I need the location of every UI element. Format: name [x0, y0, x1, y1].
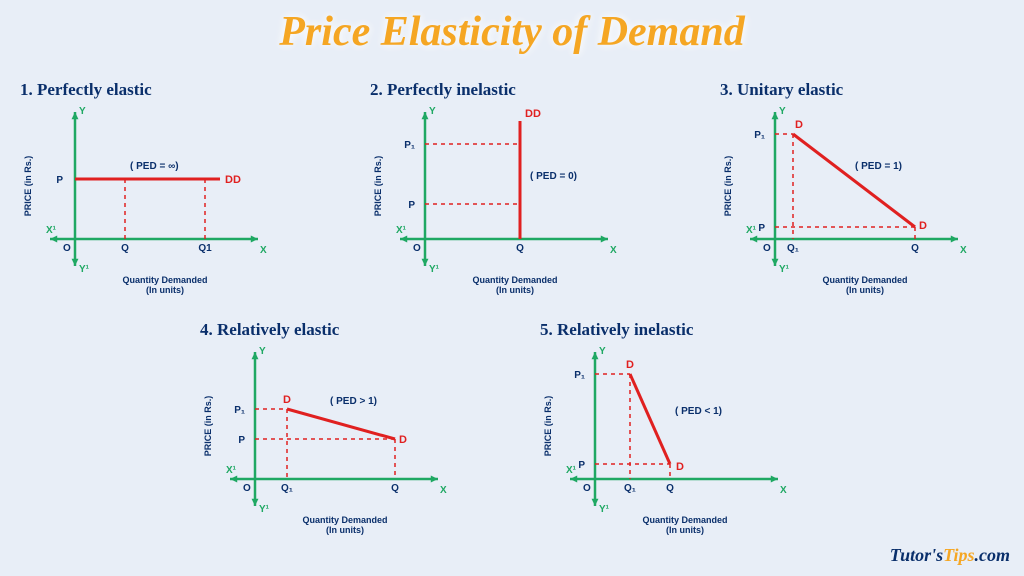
svg-text:X: X: [260, 245, 267, 256]
svg-text:O: O: [63, 243, 71, 254]
svg-text:Q₁: Q₁: [787, 243, 799, 254]
chart-wrap: PRICE (in Rs.) P₁ P Q₁ Q D D( PED = 1) Y…: [740, 104, 1020, 274]
chart-svg: P₁ P Q DD ( PED = 0) Y Y¹ X X¹ O: [390, 104, 620, 274]
panel-title: 3. Unitary elastic: [720, 80, 1020, 100]
y-axis-label: PRICE (in Rs.): [723, 146, 733, 226]
svg-text:P: P: [758, 223, 765, 234]
svg-text:Q1: Q1: [198, 243, 212, 254]
svg-text:Y: Y: [259, 346, 266, 357]
x-axis-label: Quantity Demanded(In units): [615, 516, 755, 536]
panel-title: 5. Relatively inelastic: [540, 320, 850, 340]
chart-svg: P₁ P Q₁ Q D D ( PED < 1) Y Y¹ X X¹ O: [560, 344, 790, 514]
svg-text:Q₁: Q₁: [281, 483, 293, 494]
svg-text:X¹: X¹: [226, 465, 237, 476]
y-axis-label: PRICE (in Rs.): [543, 386, 553, 466]
svg-text:X: X: [440, 485, 447, 496]
svg-text:Q: Q: [516, 243, 524, 254]
panel-perfectly-inelastic: 2. Perfectly inelastic PRICE (in Rs.) P₁…: [370, 80, 680, 274]
svg-text:Q: Q: [121, 243, 129, 254]
svg-text:X¹: X¹: [566, 465, 577, 476]
svg-text:O: O: [583, 483, 591, 494]
x-axis-label: Quantity Demanded(In units): [795, 276, 935, 296]
attribution-part1: Tutor's: [890, 545, 943, 565]
svg-text:( PED = 0): ( PED = 0): [530, 171, 577, 182]
svg-text:Q: Q: [391, 483, 399, 494]
y-axis-label: PRICE (in Rs.): [373, 146, 383, 226]
svg-text:D: D: [919, 220, 927, 232]
svg-text:P₁: P₁: [404, 140, 415, 151]
chart-svg: P₁ P Q₁ Q D D ( PED = 1) Y Y¹ X X¹ O: [740, 104, 970, 274]
svg-text:P: P: [56, 175, 63, 186]
main-title: Price Elasticity of Demand: [0, 0, 1024, 56]
svg-text:Y: Y: [599, 346, 606, 357]
svg-text:D: D: [399, 434, 407, 446]
svg-text:Q: Q: [666, 483, 674, 494]
panel-title: 2. Perfectly inelastic: [370, 80, 680, 100]
svg-text:P₁: P₁: [234, 405, 245, 416]
chart-wrap: PRICE (in Rs.) P₁ P Q₁ Q D D( PED < 1) Y…: [560, 344, 850, 514]
svg-text:P₁: P₁: [754, 130, 765, 141]
svg-text:DD: DD: [225, 174, 241, 186]
attribution-part2: Tips: [943, 545, 974, 565]
svg-text:P: P: [238, 435, 245, 446]
svg-text:X¹: X¹: [746, 225, 757, 236]
svg-text:P: P: [578, 460, 585, 471]
svg-text:O: O: [763, 243, 771, 254]
attribution: Tutor'sTips.com: [890, 545, 1010, 566]
svg-text:( PED = ∞): ( PED = ∞): [130, 161, 179, 172]
y-axis-label: PRICE (in Rs.): [23, 146, 33, 226]
svg-text:Y¹: Y¹: [429, 264, 440, 274]
svg-text:P₁: P₁: [574, 370, 585, 381]
svg-text:Y¹: Y¹: [599, 504, 610, 514]
chart-svg: P₁ P Q₁ Q D D ( PED > 1) Y Y¹ X X¹ O: [220, 344, 450, 514]
svg-text:Y: Y: [429, 106, 436, 117]
panel-unitary-elastic: 3. Unitary elastic PRICE (in Rs.) P₁ P Q…: [720, 80, 1020, 274]
svg-text:( PED = 1): ( PED = 1): [855, 161, 902, 172]
chart-wrap: PRICE (in Rs.) P Q Q1 DD( PED = ∞) Y Y¹ …: [40, 104, 330, 274]
svg-text:X¹: X¹: [46, 225, 57, 236]
y-axis-label: PRICE (in Rs.): [203, 386, 213, 466]
svg-text:D: D: [795, 119, 803, 131]
svg-text:X: X: [960, 245, 967, 256]
svg-text:( PED > 1): ( PED > 1): [330, 396, 377, 407]
svg-text:X: X: [780, 485, 787, 496]
svg-text:O: O: [413, 243, 421, 254]
svg-text:Q₁: Q₁: [624, 483, 636, 494]
panel-perfectly-elastic: 1. Perfectly elastic PRICE (in Rs.) P Q …: [20, 80, 330, 274]
x-axis-label: Quantity Demanded(In units): [95, 276, 235, 296]
svg-text:D: D: [283, 394, 291, 406]
chart-wrap: PRICE (in Rs.) P₁ P Q₁ Q D D( PED > 1) Y…: [220, 344, 510, 514]
chart-svg: P Q Q1 DD ( PED = ∞) Y Y¹ X X¹ O: [40, 104, 270, 274]
svg-text:X: X: [610, 245, 617, 256]
svg-text:Y: Y: [779, 106, 786, 117]
attribution-part3: .com: [975, 545, 1011, 565]
svg-text:DD: DD: [525, 108, 541, 120]
svg-text:Y¹: Y¹: [79, 264, 90, 274]
svg-text:D: D: [676, 461, 684, 473]
panel-relatively-inelastic: 5. Relatively inelastic PRICE (in Rs.) P…: [540, 320, 850, 514]
svg-text:Q: Q: [911, 243, 919, 254]
chart-wrap: PRICE (in Rs.) P₁ P Q DD( PED = 0) Y Y¹ …: [390, 104, 680, 274]
svg-text:P: P: [408, 200, 415, 211]
svg-text:D: D: [626, 359, 634, 371]
svg-text:Y¹: Y¹: [259, 504, 270, 514]
panel-relatively-elastic: 4. Relatively elastic PRICE (in Rs.) P₁ …: [200, 320, 510, 514]
panel-title: 4. Relatively elastic: [200, 320, 510, 340]
panel-title: 1. Perfectly elastic: [20, 80, 330, 100]
svg-text:O: O: [243, 483, 251, 494]
svg-text:Y: Y: [79, 106, 86, 117]
x-axis-label: Quantity Demanded(In units): [275, 516, 415, 536]
svg-text:X¹: X¹: [396, 225, 407, 236]
x-axis-label: Quantity Demanded(In units): [445, 276, 585, 296]
svg-text:( PED < 1): ( PED < 1): [675, 406, 722, 417]
svg-text:Y¹: Y¹: [779, 264, 790, 274]
